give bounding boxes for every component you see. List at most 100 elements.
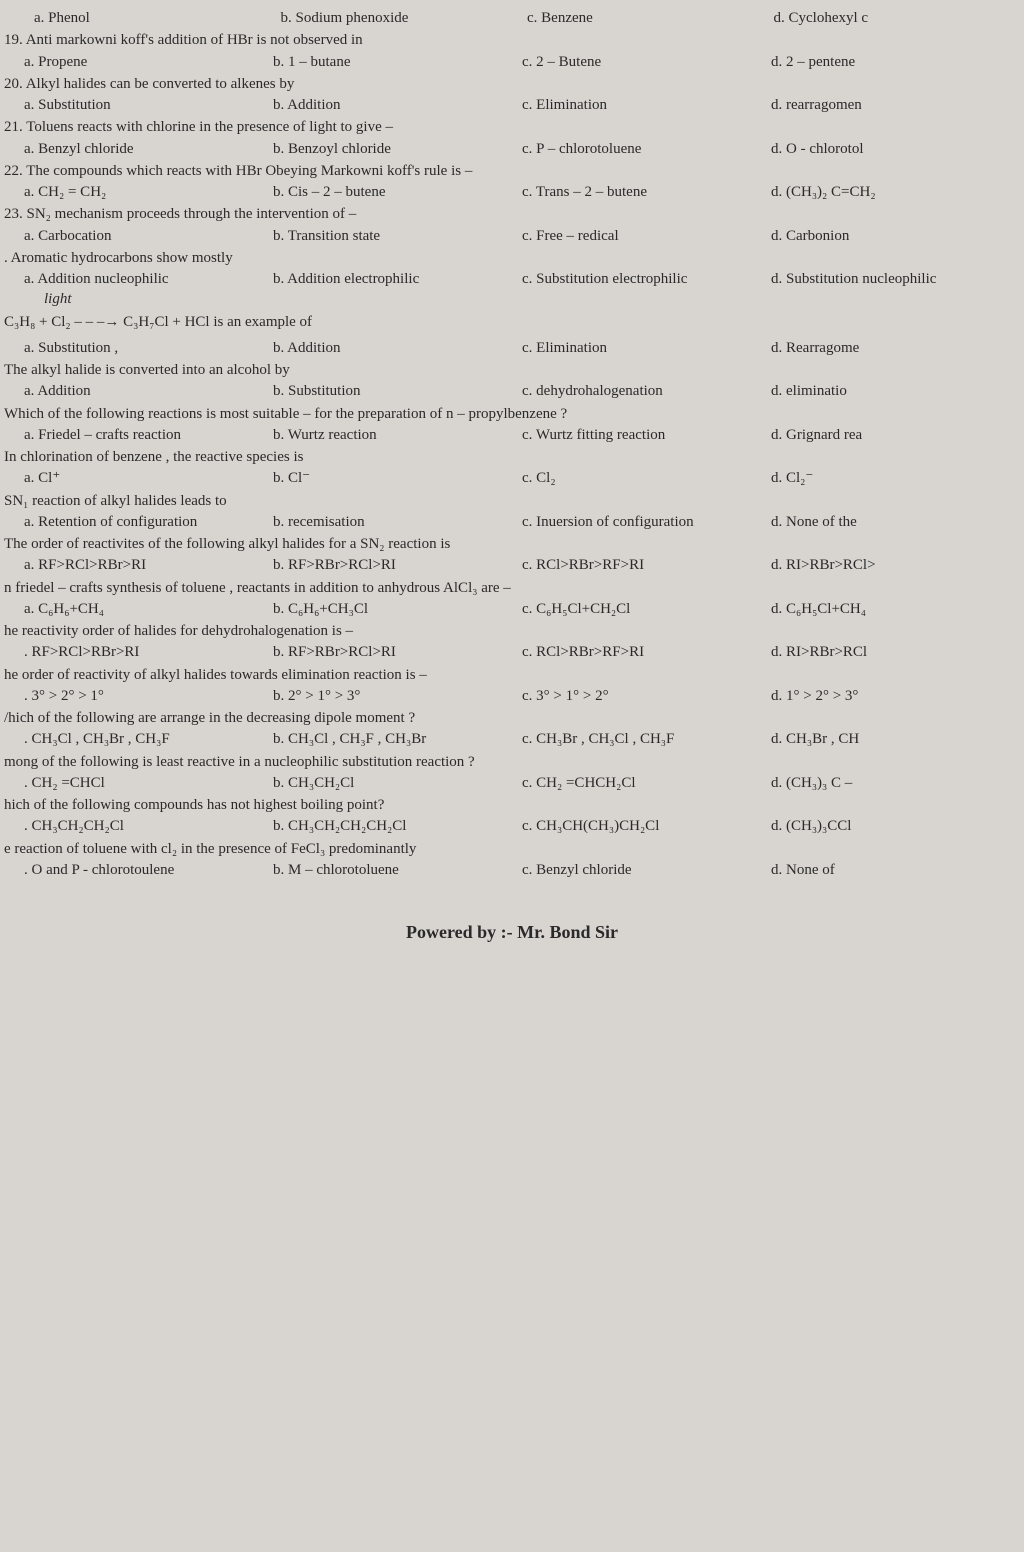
question-stem: SN₁ reaction of alkyl halides leads to — [4, 491, 1020, 511]
option: c. Benzyl chloride — [522, 860, 771, 880]
question-stem: /hich of the following are arrange in th… — [4, 708, 1020, 728]
option: b. Sodium phenoxide — [281, 8, 528, 28]
question-row: In chlorination of benzene , the reactiv… — [4, 447, 1020, 489]
options-row: . CH₃CH₂CH₂Cl b. CH₃CH₂CH₂CH₂Cl c. CH₃CH… — [24, 816, 1020, 836]
option: . CH₃CH₂CH₂Cl — [24, 816, 273, 836]
option: a. Phenol — [34, 8, 281, 28]
option: b. CH₃CH₂Cl — [273, 773, 522, 793]
option: c. Substitution electrophilic — [522, 269, 771, 289]
option: d. 1° > 2° > 3° — [771, 686, 1020, 706]
option: c. RCl>RBr>RF>RI — [522, 642, 771, 662]
question-row: C₃H₈ + Cl₂ – – –→ C₃H₇Cl + HCl is an exa… — [4, 312, 1020, 359]
option: b. Substitution — [273, 381, 522, 401]
option: c. CH₃Br , CH₃Cl , CH₃F — [522, 729, 771, 749]
options-row: a. Benzyl chloride b. Benzoyl chloride c… — [24, 139, 1020, 159]
option: c. CH₂ =CHCH₂Cl — [522, 773, 771, 793]
question-row: a. Phenol b. Sodium phenoxide c. Benzene… — [4, 8, 1020, 28]
question-stem: The order of reactivites of the followin… — [4, 534, 1020, 554]
options-row: a. Retention of configuration b. recemis… — [24, 512, 1020, 532]
option: . 3° > 2° > 1° — [24, 686, 273, 706]
option: b. Cl⁻ — [273, 468, 522, 488]
options-row: a. Phenol b. Sodium phenoxide c. Benzene… — [34, 8, 1020, 28]
option: a. Substitution — [24, 95, 273, 115]
option: d. C₆H₅Cl+CH₄ — [771, 599, 1020, 619]
options-row: . CH₂ =CHCl b. CH₃CH₂Cl c. CH₂ =CHCH₂Cl … — [24, 773, 1020, 793]
options-row: . RF>RCl>RBr>RI b. RF>RBr>RCl>RI c. RCl>… — [24, 642, 1020, 662]
option: b. C₆H₆+CH₃Cl — [273, 599, 522, 619]
option: a. Addition — [24, 381, 273, 401]
question-row: 20. Alkyl halides can be converted to al… — [4, 74, 1020, 116]
option: d. RI>RBr>RCl> — [771, 555, 1020, 575]
options-row: a. Addition nucleophilic b. Addition ele… — [24, 269, 1020, 289]
option: c. Cl₂ — [522, 468, 771, 488]
question-row: The order of reactivites of the followin… — [4, 534, 1020, 576]
option: d. Cyclohexyl c — [774, 8, 1021, 28]
option: d. None of the — [771, 512, 1020, 532]
option: a. Carbocation — [24, 226, 273, 246]
option: c. Wurtz fitting reaction — [522, 425, 771, 445]
question-row: n friedel – crafts synthesis of toluene … — [4, 578, 1020, 620]
question-stem: 22. The compounds which reacts with HBr … — [4, 161, 1020, 181]
question-stem: In chlorination of benzene , the reactiv… — [4, 447, 1020, 467]
question-stem: n friedel – crafts synthesis of toluene … — [4, 578, 1020, 598]
option: c. dehydrohalogenation — [522, 381, 771, 401]
question-row: 22. The compounds which reacts with HBr … — [4, 161, 1020, 203]
options-row: . 3° > 2° > 1° b. 2° > 1° > 3° c. 3° > 1… — [24, 686, 1020, 706]
option: b. CH₃CH₂CH₂CH₂Cl — [273, 816, 522, 836]
question-row: 21. Toluens reacts with chlorine in the … — [4, 117, 1020, 159]
options-row: a. Addition b. Substitution c. dehydroha… — [24, 381, 1020, 401]
question-row: Which of the following reactions is most… — [4, 404, 1020, 446]
option: c. Free – redical — [522, 226, 771, 246]
option: d. (CH₃)₃CCl — [771, 816, 1020, 836]
option: . CH₂ =CHCl — [24, 773, 273, 793]
question-row: e reaction of toluene with cl₂ in the pr… — [4, 839, 1020, 881]
question-stem: he reactivity order of halides for dehyd… — [4, 621, 1020, 641]
question-stem: 19. Anti markowni koff's addition of HBr… — [4, 30, 1020, 50]
option: d. eliminatio — [771, 381, 1020, 401]
option: a. Propene — [24, 52, 273, 72]
option: . O and P - chlorotoulene — [24, 860, 273, 880]
options-row: . O and P - chlorotoulene b. M – chlorot… — [24, 860, 1020, 880]
options-row: a. Propene b. 1 – butane c. 2 – Butene d… — [24, 52, 1020, 72]
option: c. Inuersion of configuration — [522, 512, 771, 532]
options-row: a. Substitution b. Addition c. Eliminati… — [24, 95, 1020, 115]
question-row: 23. SN₂ mechanism proceeds through the i… — [4, 204, 1020, 246]
option: d. (CH₃)₂ C=CH₂ — [771, 182, 1020, 202]
option: b. CH₃Cl , CH₃F , CH₃Br — [273, 729, 522, 749]
option: a. Friedel – crafts reaction — [24, 425, 273, 445]
options-row: a. Cl⁺ b. Cl⁻ c. Cl₂ d. Cl₂⁻ — [24, 468, 1020, 488]
option: . RF>RCl>RBr>RI — [24, 642, 273, 662]
question-stem: e reaction of toluene with cl₂ in the pr… — [4, 839, 1020, 859]
option: b. M – chlorotoluene — [273, 860, 522, 880]
question-stem: C₃H₈ + Cl₂ – – –→ C₃H₇Cl + HCl is an exa… — [4, 312, 1020, 332]
option: b. Transition state — [273, 226, 522, 246]
option: b. Addition — [273, 338, 522, 358]
option: c. RCl>RBr>RF>RI — [522, 555, 771, 575]
option: d. RI>RBr>RCl — [771, 642, 1020, 662]
question-row: . Aromatic hydrocarbons show mostly a. A… — [4, 248, 1020, 310]
options-row: a. CH₂ = CH₂ b. Cis – 2 – butene c. Tran… — [24, 182, 1020, 202]
question-row: SN₁ reaction of alkyl halides leads to a… — [4, 491, 1020, 533]
option: b. 2° > 1° > 3° — [273, 686, 522, 706]
options-row: a. RF>RCl>RBr>RI b. RF>RBr>RCl>RI c. RCl… — [24, 555, 1020, 575]
option: a. Substitution , — [24, 338, 273, 358]
option: d. Rearragome — [771, 338, 1020, 358]
option: d. None of — [771, 860, 1020, 880]
option: b. Addition — [273, 95, 522, 115]
question-row: mong of the following is least reactive … — [4, 752, 1020, 794]
option: b. Addition electrophilic — [273, 269, 522, 289]
option: d. (CH₃)₃ C – — [771, 773, 1020, 793]
option: b. Wurtz reaction — [273, 425, 522, 445]
option: b. Cis – 2 – butene — [273, 182, 522, 202]
question-row: he order of reactivity of alkyl halides … — [4, 665, 1020, 707]
options-row: . CH₃Cl , CH₃Br , CH₃F b. CH₃Cl , CH₃F ,… — [24, 729, 1020, 749]
question-row: The alkyl halide is converted into an al… — [4, 360, 1020, 402]
options-row: a. C₆H₆+CH₄ b. C₆H₆+CH₃Cl c. C₆H₅Cl+CH₂C… — [24, 599, 1020, 619]
option: b. RF>RBr>RCl>RI — [273, 555, 522, 575]
option: d. Carbonion — [771, 226, 1020, 246]
question-stem: The alkyl halide is converted into an al… — [4, 360, 1020, 380]
option: a. CH₂ = CH₂ — [24, 182, 273, 202]
option: a. Addition nucleophilic — [24, 269, 273, 289]
option: . CH₃Cl , CH₃Br , CH₃F — [24, 729, 273, 749]
question-row: 19. Anti markowni koff's addition of HBr… — [4, 30, 1020, 72]
